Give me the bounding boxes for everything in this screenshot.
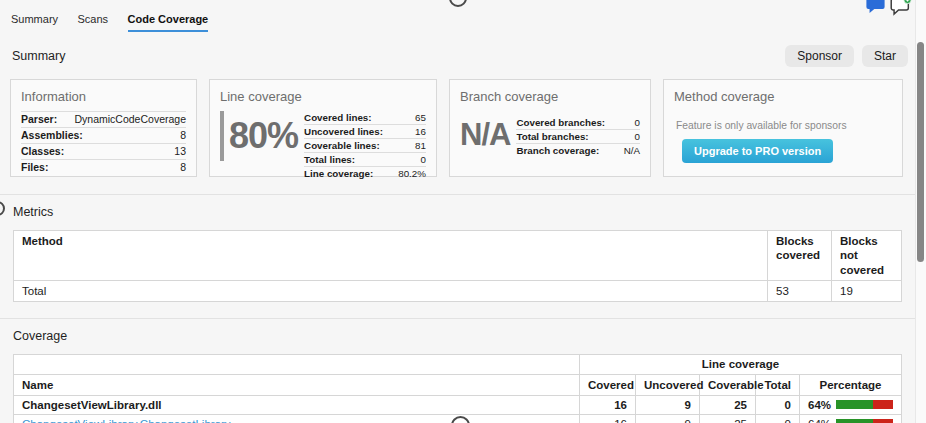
metrics-section: Metrics Method Blocks covered Blocks not…: [0, 194, 926, 302]
percentage-label: 64%: [808, 399, 831, 411]
coverage-group-header-row: Line coverage: [14, 355, 902, 374]
chat-bubble-icon[interactable]: [866, 0, 885, 16]
branch-coverage-card: Branch coverage N/A Covered branches: 0 …: [449, 79, 651, 177]
coverage-section: Coverage Line coverage Name Covered Unco…: [0, 318, 926, 423]
metrics-col-blocks-covered: Blocks covered: [768, 231, 832, 281]
branch-coverage-stats: Covered branches: 0 Total branches: 0 Br…: [516, 116, 640, 157]
information-card-title: Information: [21, 89, 186, 104]
scrollbar-thumb[interactable]: [917, 42, 924, 262]
table-row-assembly: ChangesetViewLibrary.dll 16 9 25 0 64%: [14, 395, 902, 414]
stat-total-lines: Total lines: 0: [304, 153, 426, 167]
chat-bubble-add-icon[interactable]: [890, 0, 912, 16]
coverage-header-row: Name Covered Uncovered Coverable Total P…: [14, 374, 902, 395]
header-icons: [866, 0, 912, 16]
stat-covered-branches: Covered branches: 0: [516, 116, 640, 130]
info-row-classes: Classes: 13: [21, 143, 186, 159]
percentage-label: 64%: [808, 418, 831, 423]
stat-branch-coverage: Branch coverage: N/A: [516, 144, 640, 157]
summary-header: Summary Sponsor Star: [12, 45, 908, 67]
method-coverage-card: Method coverage Feature is only availabl…: [663, 79, 903, 177]
info-row-files: Files: 8: [21, 159, 186, 175]
line-coverage-value: 80%: [229, 114, 298, 157]
class-link[interactable]: ChangesetViewLibrary.ChangesetLibrary: [14, 414, 580, 423]
stat-uncovered-lines: Uncovered lines: 16: [304, 125, 426, 139]
sponsor-button[interactable]: Sponsor: [785, 45, 854, 67]
coverage-col-percentage: Percentage: [800, 374, 902, 395]
line-coverage-group-header: Line coverage: [580, 355, 902, 374]
metrics-section-title: Metrics: [13, 205, 926, 219]
metrics-header-row: Method Blocks covered Blocks not covered: [14, 231, 902, 281]
coverage-col-uncovered: Uncovered: [636, 374, 700, 395]
metrics-col-blocks-not-covered: Blocks not covered: [832, 231, 902, 281]
coverage-section-title: Coverage: [13, 329, 926, 343]
metrics-total-row: Total 53 19: [14, 281, 902, 302]
coverage-bar: [836, 419, 893, 423]
tab-scans[interactable]: Scans: [78, 13, 109, 30]
stat-coverable-lines: Coverable lines: 81: [304, 139, 426, 153]
metrics-table: Method Blocks covered Blocks not covered…: [13, 230, 902, 302]
coverage-col-covered: Covered: [580, 374, 636, 395]
stat-total-branches: Total branches: 0: [516, 130, 640, 144]
stat-covered-lines: Covered lines: 65: [304, 111, 426, 125]
line-coverage-stats: Covered lines: 65 Uncovered lines: 16 Co…: [304, 111, 426, 180]
line-coverage-rule: [220, 111, 224, 161]
tab-summary[interactable]: Summary: [11, 13, 58, 30]
sponsor-note: Feature is only available for sponsors: [676, 120, 892, 131]
stat-line-coverage: Line coverage: 80.2%: [304, 167, 426, 180]
info-row-parser: Parser: DynamicCodeCoverage: [21, 111, 186, 127]
summary-cards: Information Parser: DynamicCodeCoverage …: [10, 79, 926, 177]
coverage-bar: [836, 400, 893, 409]
coverage-table: Line coverage Name Covered Uncovered Cov…: [13, 354, 902, 423]
branch-coverage-card-title: Branch coverage: [460, 89, 640, 104]
information-card: Information Parser: DynamicCodeCoverage …: [10, 79, 197, 177]
branch-coverage-value: N/A: [460, 116, 510, 153]
summary-section-title: Summary: [12, 49, 65, 63]
coverage-empty-group-cell: [14, 355, 580, 374]
method-coverage-card-title: Method coverage: [674, 89, 892, 104]
star-button[interactable]: Star: [862, 45, 908, 67]
line-coverage-card: Line coverage 80% Covered lines: 65 Unco…: [209, 79, 437, 177]
coverage-col-name: Name: [14, 374, 580, 395]
line-coverage-card-title: Line coverage: [220, 89, 426, 104]
code-coverage-report-page: Summary Scans Code Coverage Summary Spon…: [0, 0, 926, 423]
upgrade-pro-button[interactable]: Upgrade to PRO version: [682, 139, 833, 163]
metrics-col-method: Method: [14, 231, 768, 281]
info-row-assemblies: Assemblies: 8: [21, 127, 186, 143]
assembly-name: ChangesetViewLibrary.dll: [14, 395, 580, 414]
coverage-col-coverable: Coverable: [700, 374, 756, 395]
tab-code-coverage[interactable]: Code Coverage: [128, 13, 209, 32]
